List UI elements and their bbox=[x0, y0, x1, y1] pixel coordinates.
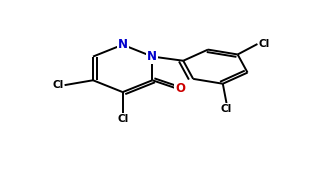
Text: Cl: Cl bbox=[117, 114, 128, 124]
Text: Cl: Cl bbox=[52, 80, 63, 90]
Text: Cl: Cl bbox=[221, 104, 232, 114]
Text: N: N bbox=[147, 50, 157, 63]
Text: O: O bbox=[175, 82, 185, 95]
Text: Cl: Cl bbox=[259, 39, 270, 49]
Text: N: N bbox=[118, 38, 128, 51]
